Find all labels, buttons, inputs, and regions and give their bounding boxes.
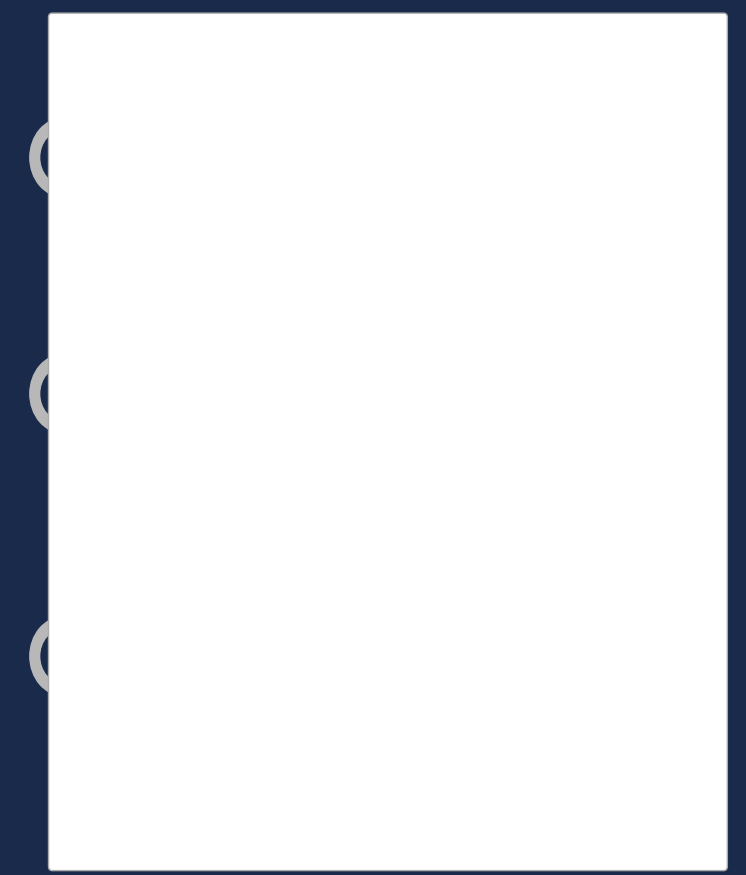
Bar: [619, 129, 689, 171]
Bar: [199, 171, 283, 213]
Bar: [451, 296, 535, 341]
Text: same: same: [442, 767, 468, 777]
Text: Fe: Fe: [223, 266, 242, 284]
Circle shape: [30, 617, 97, 696]
Text: Ionic compounds containing: Ionic compounds containing: [170, 606, 311, 615]
Text: PO₄³⁻: PO₄³⁻: [563, 105, 592, 116]
Text: always: always: [350, 767, 383, 777]
Circle shape: [41, 131, 86, 184]
Bar: [367, 92, 451, 129]
Bar: [133, 213, 199, 254]
Text: O²⁻: O²⁻: [316, 105, 334, 116]
Text: There are 3 transition metals that: There are 3 transition metals that: [145, 767, 314, 777]
Bar: [328, 438, 451, 480]
Text: Cd²⁺: Cd²⁺: [154, 228, 178, 238]
Bar: [133, 254, 199, 296]
Bar: [199, 129, 283, 171]
Bar: [619, 213, 689, 254]
Circle shape: [51, 137, 66, 155]
Text: Before you can name these compounds, you must be able to recognize them.  An ion: Before you can name these compounds, you…: [145, 385, 571, 409]
Text: Ba²⁺: Ba²⁺: [154, 186, 178, 196]
Text: Write the formula for each of the following ionic comounds.: Write the formula for each of the follow…: [228, 82, 518, 92]
Text: them).  What are they?: them). What are they?: [145, 790, 259, 800]
Circle shape: [51, 636, 66, 654]
Circle shape: [41, 630, 86, 682]
Bar: [535, 92, 619, 129]
Text: ions: ions: [372, 536, 395, 545]
Text: charge (so don’t worry about: charge (so don’t worry about: [471, 767, 617, 777]
Bar: [283, 129, 367, 171]
Bar: [367, 254, 451, 296]
Bar: [199, 92, 283, 129]
Text: polyatomic: polyatomic: [310, 606, 364, 615]
Bar: [367, 129, 451, 171]
Bar: [451, 171, 535, 213]
Text: Fe³⁺: Fe³⁺: [155, 270, 177, 280]
Text: •: •: [137, 507, 144, 521]
Text: Naming Ionic Compounds: Naming Ionic Compounds: [284, 357, 462, 370]
Bar: [451, 129, 535, 171]
Text: 103: 103: [363, 839, 383, 849]
Bar: [619, 92, 689, 129]
Bar: [133, 171, 199, 213]
Bar: [451, 213, 535, 254]
Bar: [283, 92, 367, 129]
Text: have the: have the: [387, 767, 436, 777]
Text: NH: NH: [223, 310, 248, 327]
Bar: [283, 213, 367, 254]
Text: Ba: Ba: [223, 182, 245, 200]
Circle shape: [30, 354, 97, 433]
Circle shape: [41, 368, 86, 420]
Bar: [283, 296, 367, 341]
Text: Ionic compounds in which the metal can have more than one charge.  There are 7
t: Ionic compounds in which the metal can h…: [170, 676, 572, 699]
Text: F: F: [239, 105, 244, 116]
Bar: [451, 92, 535, 129]
Bar: [283, 254, 367, 296]
Text: Na⁺: Na⁺: [156, 144, 176, 155]
Text: Ionic compounds containing: Ionic compounds containing: [170, 536, 311, 545]
Bar: [199, 213, 283, 254]
Text: monoatomic: monoatomic: [310, 536, 372, 545]
Text: NH₄⁺: NH₄⁺: [154, 313, 179, 324]
Text: •: •: [137, 385, 144, 398]
Bar: [535, 171, 619, 213]
Text: Cd: Cd: [223, 224, 245, 242]
Text: +: +: [299, 452, 313, 467]
Bar: [535, 129, 619, 171]
Text: NaF: NaF: [223, 141, 255, 158]
Text: SO₃²⁻: SO₃²⁻: [479, 105, 507, 116]
Bar: [451, 254, 535, 296]
Text: o: o: [157, 606, 163, 615]
Bar: [367, 213, 451, 254]
Bar: [133, 129, 199, 171]
Bar: [199, 296, 283, 341]
Bar: [172, 438, 283, 480]
Text: Chem 2A Nomenclature Worksheet: Chem 2A Nomenclature Worksheet: [168, 60, 413, 73]
Bar: [367, 296, 451, 341]
Bar: [619, 171, 689, 213]
Text: We can break these compounds into several categories.: We can break these compounds into severa…: [145, 507, 420, 517]
Bar: [535, 296, 619, 341]
Bar: [133, 296, 199, 341]
Bar: [283, 171, 367, 213]
Text: ions: ions: [366, 606, 389, 615]
Bar: [619, 296, 689, 341]
Text: o: o: [157, 676, 163, 685]
Bar: [619, 254, 689, 296]
Bar: [535, 254, 619, 296]
Circle shape: [51, 374, 66, 391]
Bar: [367, 171, 451, 213]
Bar: [133, 92, 199, 129]
Bar: [199, 254, 283, 296]
Text: o: o: [157, 536, 163, 545]
Text: P³⁻: P³⁻: [646, 105, 662, 116]
Bar: [535, 213, 619, 254]
Text: NO₃⁻: NO₃⁻: [396, 105, 422, 116]
Text: CHEM 2A Class Pack F18: CHEM 2A Class Pack F18: [634, 32, 720, 38]
Circle shape: [30, 118, 97, 197]
